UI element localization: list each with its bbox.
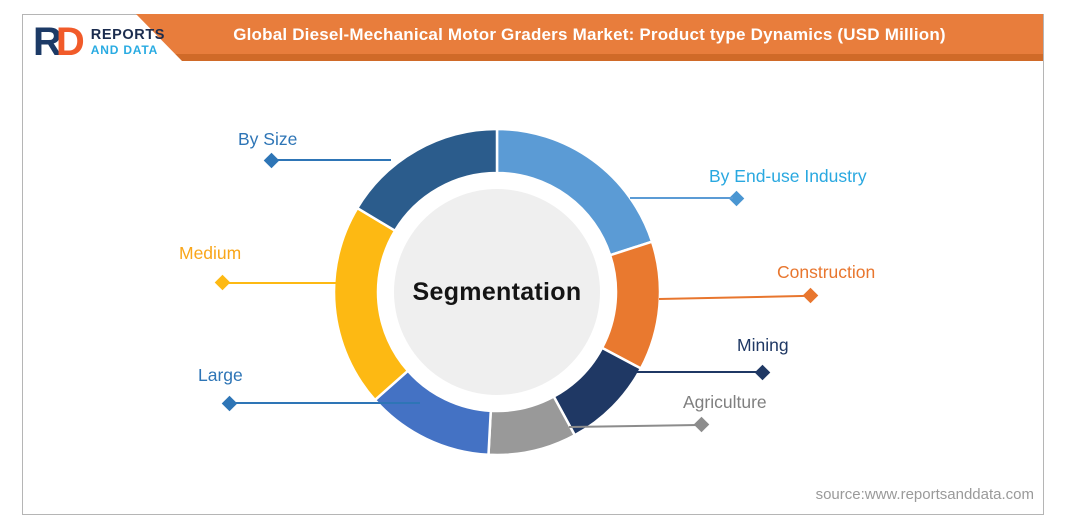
donut-chart: Segmentation — [332, 127, 662, 457]
page-title: Global Diesel-Mechanical Motor Graders M… — [233, 24, 946, 44]
connector-line-by-size — [278, 159, 391, 161]
connector-line-mining — [637, 371, 759, 373]
donut-center-label: Segmentation — [412, 277, 582, 306]
donut-inner-circle — [394, 189, 600, 395]
donut-segment-by-size — [356, 127, 499, 232]
callout-label-agriculture: Agriculture — [683, 392, 767, 412]
source-attribution: source:www.reportsanddata.com — [815, 486, 1034, 503]
reports-and-data-logo: R D REPORTS AND DATA — [33, 20, 165, 64]
connector-line-large — [236, 402, 420, 404]
logo-letter-d: D — [55, 20, 85, 64]
logo-line2: AND DATA — [90, 43, 159, 58]
callout-label-construction: Construction — [777, 262, 876, 282]
callout-label-by-end-use-industry: By End-use Industry — [709, 166, 867, 186]
logo-line1: REPORTS — [90, 26, 166, 43]
donut-svg — [332, 127, 662, 457]
connector-line-by-end-use-industry — [630, 197, 733, 199]
callout-label-by-size: By Size — [238, 129, 298, 149]
callout-label-mining: Mining — [737, 335, 789, 355]
logo-wordmark: REPORTS AND DATA — [91, 28, 165, 57]
callout-label-large: Large — [198, 365, 243, 385]
connector-line-medium — [229, 282, 338, 284]
callout-label-medium: Medium — [179, 243, 242, 263]
logo-letter-r: R — [33, 20, 62, 64]
header-banner: Global Diesel-Mechanical Motor Graders M… — [136, 14, 1043, 61]
